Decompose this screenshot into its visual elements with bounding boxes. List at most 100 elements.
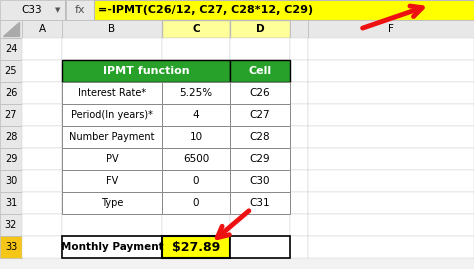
Bar xyxy=(62,60,230,82)
Bar xyxy=(22,126,62,148)
Bar xyxy=(62,170,162,192)
Text: C33: C33 xyxy=(22,5,42,15)
Text: C31: C31 xyxy=(250,198,270,208)
Bar xyxy=(0,236,22,258)
Bar xyxy=(308,148,474,170)
Text: C30: C30 xyxy=(250,176,270,186)
Bar xyxy=(290,148,308,170)
Bar xyxy=(0,20,22,38)
Bar xyxy=(0,148,22,170)
Bar xyxy=(62,82,162,104)
Bar xyxy=(62,214,162,236)
Bar xyxy=(230,192,290,214)
Bar xyxy=(290,38,308,60)
Bar xyxy=(62,104,162,126)
Text: C: C xyxy=(192,24,200,34)
Bar xyxy=(22,170,62,192)
Bar xyxy=(230,104,290,126)
Bar xyxy=(290,20,308,38)
Bar xyxy=(162,170,230,192)
Bar xyxy=(62,236,162,258)
Bar xyxy=(62,236,162,258)
Bar xyxy=(62,60,162,82)
Bar xyxy=(230,60,290,82)
Bar xyxy=(62,20,162,38)
Bar xyxy=(162,104,230,126)
Bar xyxy=(230,126,290,148)
Bar xyxy=(230,60,290,82)
Bar xyxy=(308,20,474,38)
Bar xyxy=(230,236,290,258)
Bar xyxy=(290,126,308,148)
Polygon shape xyxy=(3,22,19,36)
Text: 24: 24 xyxy=(5,44,17,54)
Bar xyxy=(22,214,62,236)
Bar xyxy=(230,170,290,192)
Text: $27.89: $27.89 xyxy=(172,240,220,253)
Bar xyxy=(162,148,230,170)
Bar xyxy=(62,104,162,126)
Text: ▼: ▼ xyxy=(55,7,61,13)
Bar xyxy=(94,0,474,20)
Bar xyxy=(62,126,162,148)
Text: 31: 31 xyxy=(5,198,17,208)
Bar xyxy=(162,82,230,104)
Bar xyxy=(22,236,62,258)
Bar xyxy=(230,148,290,170)
Bar xyxy=(308,192,474,214)
Bar xyxy=(230,38,290,60)
Bar xyxy=(0,192,22,214)
Text: C29: C29 xyxy=(250,154,270,164)
Bar xyxy=(290,82,308,104)
Bar xyxy=(308,38,474,60)
Bar xyxy=(162,126,230,148)
Bar xyxy=(22,82,62,104)
Bar xyxy=(62,170,162,192)
Bar xyxy=(308,170,474,192)
Text: 27: 27 xyxy=(5,110,17,120)
Text: 28: 28 xyxy=(5,132,17,142)
Bar xyxy=(162,104,230,126)
Bar xyxy=(162,82,230,104)
Text: 0: 0 xyxy=(193,176,199,186)
Bar xyxy=(230,82,290,104)
Bar xyxy=(308,126,474,148)
Bar xyxy=(230,214,290,236)
Text: B: B xyxy=(109,24,116,34)
Text: C27: C27 xyxy=(250,110,270,120)
Bar xyxy=(22,148,62,170)
Bar xyxy=(230,126,290,148)
Bar xyxy=(290,104,308,126)
Bar xyxy=(230,170,290,192)
Bar xyxy=(0,60,22,82)
Text: 5.25%: 5.25% xyxy=(180,88,212,98)
Bar xyxy=(162,148,230,170)
Text: Period(In years)*: Period(In years)* xyxy=(71,110,153,120)
Text: D: D xyxy=(255,24,264,34)
Bar xyxy=(230,236,290,258)
Text: Type: Type xyxy=(101,198,123,208)
Bar xyxy=(0,104,22,126)
Text: FV: FV xyxy=(106,176,118,186)
Text: PV: PV xyxy=(106,154,118,164)
Bar xyxy=(22,20,62,38)
Bar xyxy=(290,170,308,192)
Bar xyxy=(22,104,62,126)
Bar xyxy=(22,38,62,60)
Text: 0: 0 xyxy=(193,198,199,208)
Bar xyxy=(62,38,162,60)
Bar xyxy=(308,60,474,82)
Bar xyxy=(308,104,474,126)
Text: C26: C26 xyxy=(250,88,270,98)
Bar xyxy=(0,214,22,236)
Bar xyxy=(65,0,66,20)
Text: 10: 10 xyxy=(190,132,202,142)
Bar xyxy=(62,148,162,170)
Bar xyxy=(162,214,230,236)
Bar xyxy=(62,126,162,148)
Text: Cell: Cell xyxy=(248,66,272,76)
Bar xyxy=(230,104,290,126)
Bar xyxy=(230,20,290,38)
Text: 32: 32 xyxy=(5,220,17,230)
Text: 6500: 6500 xyxy=(183,154,209,164)
